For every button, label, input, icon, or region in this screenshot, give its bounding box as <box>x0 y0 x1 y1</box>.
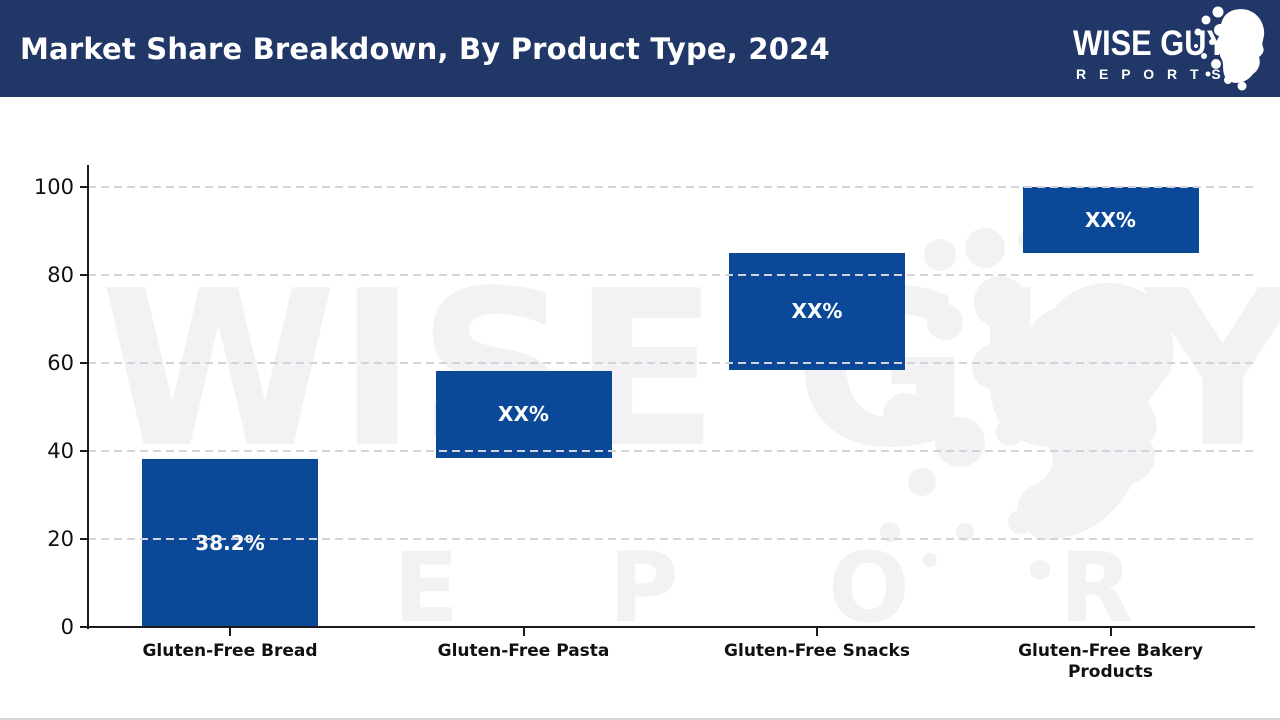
y-tick-label-20: 20 <box>47 527 74 551</box>
x-category-label-2: Gluten-Free Pasta <box>437 641 610 661</box>
bar-value-label-1: 38.2% <box>195 530 265 555</box>
y-tick-label-80: 80 <box>47 263 74 287</box>
y-tick-100 <box>80 186 88 188</box>
logo-head-icon <box>1194 6 1265 91</box>
bar-value-label-2: XX% <box>498 402 549 427</box>
bar-3: XX% <box>729 253 905 370</box>
x-category-label-3: Gluten-Free Snacks <box>724 641 910 661</box>
gridline-60 <box>88 362 1255 364</box>
header-band: Market Share Breakdown, By Product Type,… <box>0 0 1280 97</box>
y-tick-0 <box>80 626 88 628</box>
watermark-head-icon <box>880 228 1174 580</box>
y-tick-label-100: 100 <box>33 175 74 199</box>
bar-4: XX% <box>1022 187 1199 253</box>
gridline-100 <box>88 186 1255 188</box>
watermark-subtitle: R E P O R T S <box>170 532 1280 644</box>
x-tick-4 <box>1109 628 1112 636</box>
bar-value-label-3: XX% <box>791 299 843 324</box>
y-axis-spine <box>87 165 89 629</box>
bar-1: 38.2% <box>142 458 318 627</box>
gridline-40 <box>88 450 1255 452</box>
bar-value-label-4: XX% <box>1085 208 1136 232</box>
y-tick-label-40: 40 <box>47 439 74 463</box>
x-category-label-4: Gluten-Free Bakery Products <box>1018 641 1203 683</box>
x-axis-spine <box>86 626 1255 628</box>
x-tick-1 <box>229 628 231 636</box>
logo-subtitle: R E P O R T S <box>1076 66 1226 82</box>
x-category-label-1: Gluten-Free Bread <box>142 641 318 661</box>
gridline-80 <box>88 274 1255 276</box>
y-tick-label-0: 0 <box>60 615 74 639</box>
chart-title: Market Share Breakdown, By Product Type,… <box>20 31 830 66</box>
y-tick-label-60: 60 <box>47 351 74 375</box>
logo-text: WISE GUY R E P O R T S <box>1073 24 1248 82</box>
bar-2: XX% <box>435 370 612 458</box>
x-tick-3 <box>816 628 818 636</box>
x-tick-2 <box>522 628 525 636</box>
gridline-20 <box>88 538 1255 540</box>
y-tick-80 <box>80 274 88 276</box>
y-tick-40 <box>80 450 88 452</box>
y-tick-20 <box>80 538 88 540</box>
wise-guy-logo: WISE GUY R E P O R T S <box>1038 4 1268 94</box>
y-tick-60 <box>80 362 88 364</box>
